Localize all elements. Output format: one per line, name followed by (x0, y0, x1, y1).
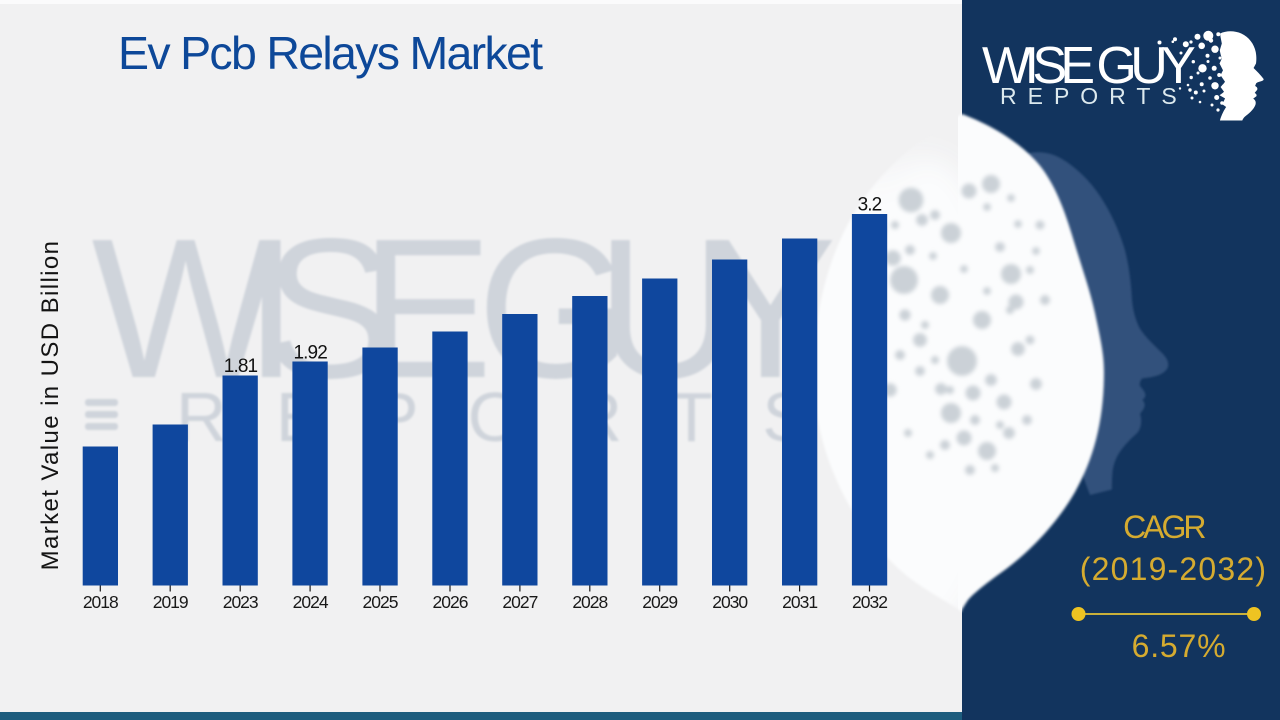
svg-text:2029: 2029 (642, 592, 677, 612)
svg-text:Ev Pcb Relays Market: Ev Pcb Relays Market (118, 27, 543, 79)
svg-text:1.81: 1.81 (224, 356, 258, 377)
svg-text:WISE GUY: WISE GUY (982, 37, 1195, 95)
svg-text:2032: 2032 (852, 592, 887, 612)
svg-text:2024: 2024 (293, 592, 329, 612)
svg-text:REPORTS: REPORTS (176, 378, 858, 456)
svg-text:2025: 2025 (363, 592, 398, 612)
svg-text:2028: 2028 (572, 592, 607, 612)
svg-text:(2019-2032): (2019-2032) (1080, 551, 1268, 587)
svg-text:2018: 2018 (83, 592, 118, 612)
svg-text:REPORTS: REPORTS (1000, 83, 1188, 109)
svg-text:Market Value in USD Billion: Market Value in USD Billion (37, 240, 64, 571)
svg-text:CAGR: CAGR (1123, 509, 1205, 545)
svg-text:2019: 2019 (153, 592, 188, 612)
svg-text:2026: 2026 (433, 592, 468, 612)
svg-text:3.2: 3.2 (858, 195, 882, 216)
svg-text:2030: 2030 (712, 592, 748, 612)
svg-text:6.57%: 6.57% (1132, 628, 1227, 664)
svg-text:1.92: 1.92 (294, 343, 328, 364)
svg-text:2023: 2023 (223, 592, 258, 612)
svg-text:2027: 2027 (502, 592, 537, 612)
svg-text:2031: 2031 (782, 592, 817, 612)
